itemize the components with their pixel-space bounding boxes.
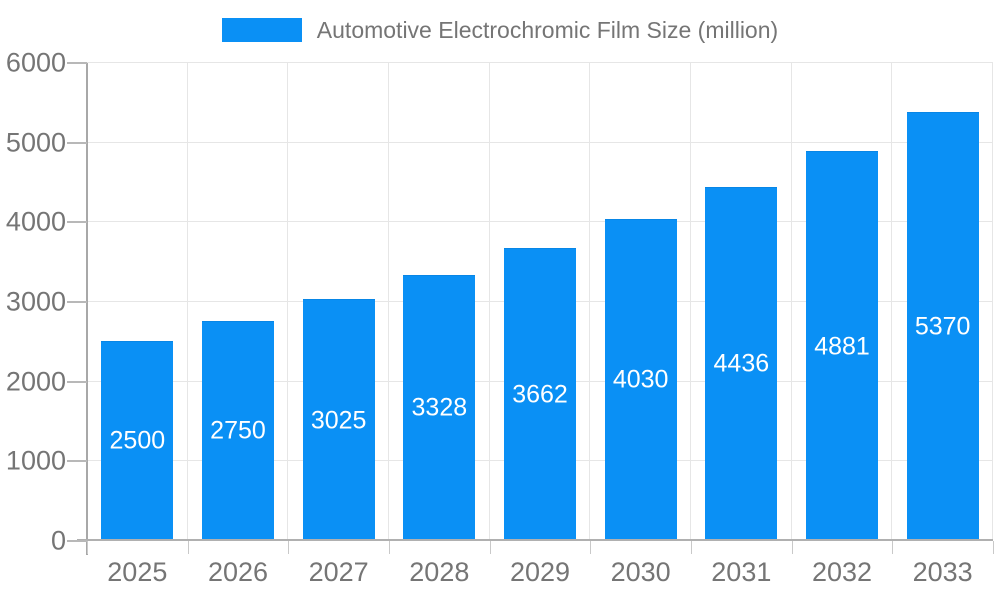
y-axis-tick	[67, 221, 87, 224]
y-axis-tick	[67, 141, 87, 144]
y-axis-tick-label: 4000	[5, 206, 66, 237]
x-axis-tick-label: 2031	[711, 557, 772, 587]
v-gridline	[488, 63, 490, 541]
x-axis-line	[77, 539, 993, 541]
bar-value-label: 3328	[411, 393, 468, 422]
bar-value-label: 2750	[210, 416, 266, 445]
bar-value-label: 3662	[512, 380, 568, 409]
x-axis-tick	[993, 541, 994, 554]
v-gridline	[790, 63, 792, 541]
bar-value-label: 3025	[310, 406, 367, 434]
x-axis-tick-label: 2032	[811, 557, 873, 587]
y-axis-tick-label: 1000	[5, 445, 66, 476]
y-axis-tick-label: 3000	[5, 286, 66, 317]
legend-label: Automotive Electrochromic Film Size (mil…	[316, 16, 779, 43]
v-gridline	[689, 63, 691, 541]
x-axis-tick-label: 2029	[509, 557, 571, 587]
bar: 2500	[101, 340, 174, 541]
x-axis-tick-label: 2028	[409, 557, 470, 587]
bar: 4436	[705, 186, 778, 541]
y-axis-line	[86, 63, 88, 555]
x-axis-tick	[691, 541, 692, 554]
bar-value-label: 4881	[814, 332, 870, 361]
x-axis: 2025 2026 2027 2028 2029 2030 2031 2032 2033	[87, 557, 993, 591]
bar: 3662	[504, 248, 576, 541]
y-axis-tick	[67, 540, 87, 542]
bar: 5370	[906, 112, 979, 541]
x-axis-tick	[489, 541, 491, 554]
x-axis-tick	[389, 541, 390, 554]
x-axis-tick-label: 2030	[610, 557, 671, 587]
bar: 4881	[806, 151, 878, 541]
x-axis-tick-label: 2033	[912, 557, 973, 587]
v-gridline	[186, 63, 188, 541]
v-gridline	[992, 63, 993, 541]
x-axis-tick	[288, 541, 290, 554]
y-axis-tick-label: 2000	[5, 366, 66, 397]
x-axis-tick	[590, 541, 592, 554]
y-axis-tick	[67, 380, 87, 383]
h-gridline	[87, 62, 993, 63]
x-axis-tick-label: 2025	[107, 557, 168, 587]
bar: 4030	[604, 218, 677, 541]
v-gridline	[891, 63, 893, 541]
bar-value-label: 5370	[914, 312, 971, 341]
bar: 2750	[201, 320, 274, 541]
v-gridline	[589, 63, 591, 541]
bar-value-label: 4030	[612, 365, 669, 394]
y-axis-tick	[67, 62, 87, 64]
bar-value-label: 4436	[713, 349, 770, 378]
y-axis-tick	[67, 460, 87, 463]
x-axis-tick	[791, 541, 793, 554]
x-axis-tick	[187, 541, 189, 554]
x-axis-tick	[892, 541, 894, 554]
y-axis-tick	[67, 301, 87, 303]
x-axis-tick	[87, 541, 88, 554]
v-gridline	[287, 63, 289, 541]
plot-area: 2500 2750 3025 3328 3662 4030 4436 4881 5370	[87, 62, 993, 541]
bar: 3025	[302, 299, 375, 541]
bar-value-label: 2500	[109, 426, 166, 455]
y-axis-tick-label: 6000	[5, 47, 66, 78]
bar: 3328	[403, 274, 476, 541]
h-gridline	[87, 141, 993, 143]
x-axis-tick-label: 2026	[207, 557, 269, 587]
v-gridline	[387, 63, 389, 541]
legend-swatch	[221, 18, 302, 42]
y-axis: 0 1000 2000 3000 4000 5000 6000	[0, 48, 66, 556]
y-axis-tick-label: 0	[50, 525, 66, 556]
h-gridline	[87, 221, 993, 223]
x-axis-tick-label: 2027	[308, 557, 369, 587]
y-axis-tick-label: 5000	[5, 127, 66, 158]
legend[interactable]: Automotive Electrochromic Film Size (mil…	[0, 13, 1000, 47]
